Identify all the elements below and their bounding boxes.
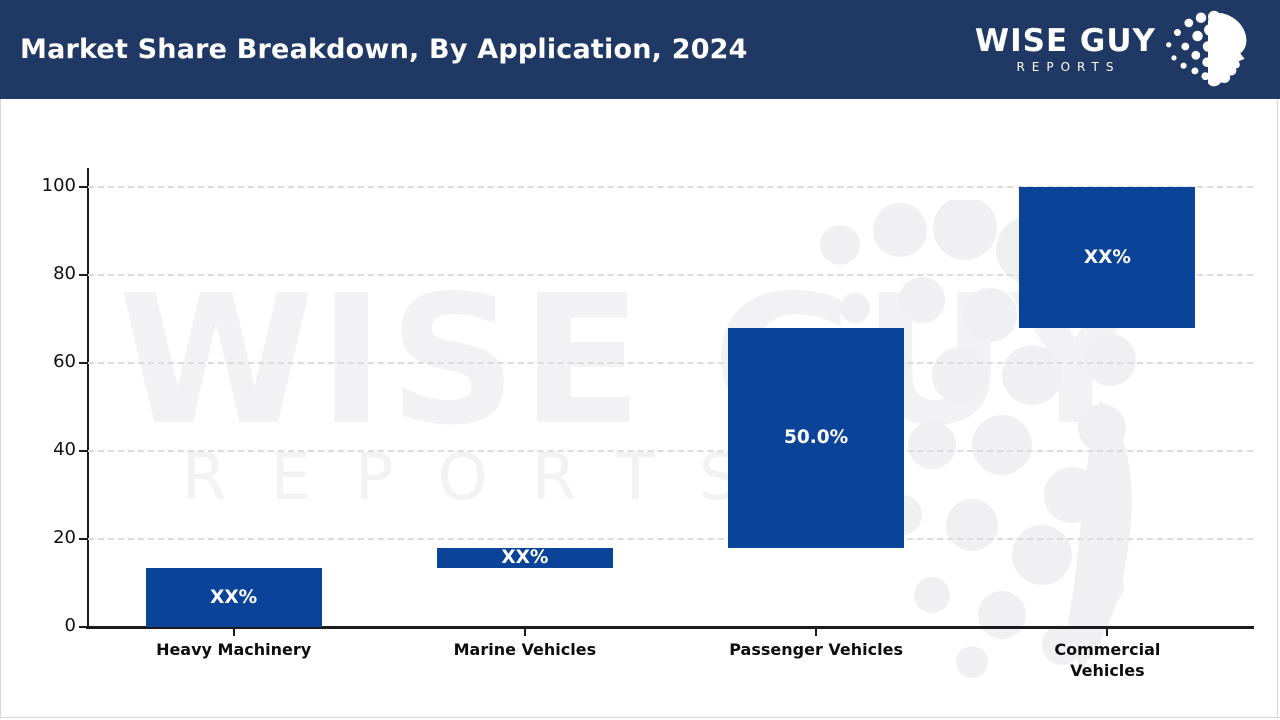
bar-value-label: XX%: [210, 586, 258, 608]
gridline-40: [88, 450, 1253, 452]
x-tick: [523, 629, 526, 636]
y-tick-100: [79, 186, 87, 188]
y-tick-60: [79, 362, 87, 364]
x-tick: [1106, 629, 1109, 636]
card-border-left: [0, 99, 1, 718]
x-category-label: Marine Vehicles: [453, 640, 597, 659]
gridline-100: [88, 186, 1253, 188]
x-category-label: Heavy Machinery: [156, 640, 312, 659]
y-tick-label-0: 0: [64, 615, 76, 636]
x-category-label: Commercial Vehicles: [1054, 640, 1161, 680]
bar-segment: XX%: [1019, 187, 1196, 328]
y-tick-label-100: 100: [41, 175, 76, 196]
bar-value-label: XX%: [1083, 246, 1131, 268]
wiseguy-head-icon: [1166, 10, 1247, 86]
y-tick-40: [79, 450, 87, 452]
bar-value-label: 50.0%: [784, 427, 849, 449]
card-border-right: [1277, 99, 1278, 718]
gridline-80: [88, 274, 1253, 276]
page-title: Market Share Breakdown, By Application, …: [20, 34, 748, 65]
bar-value-label: XX%: [501, 547, 549, 569]
gridline-60: [88, 362, 1253, 364]
bar-segment: XX%: [145, 567, 322, 627]
wiseguy-logo-wordmark: WISE GUY: [974, 23, 1156, 59]
x-category-label: Passenger Vehicles: [729, 640, 903, 659]
y-tick-0: [79, 626, 87, 628]
y-tick-80: [79, 274, 87, 276]
y-tick-label-20: 20: [53, 527, 76, 548]
y-tick-label-40: 40: [53, 439, 76, 460]
x-axis-spine: [86, 626, 1254, 629]
wiseguy-logo-text: WISE GUY REPORTS: [974, 23, 1156, 74]
wiseguy-logo-subtitle: REPORTS: [1016, 60, 1121, 74]
y-tick-label-80: 80: [53, 263, 76, 284]
wiseguy-logo: WISE GUY REPORTS: [975, 7, 1256, 93]
bar-segment: 50.0%: [728, 327, 905, 548]
header-bar: Market Share Breakdown, By Application, …: [0, 0, 1280, 99]
x-tick: [815, 629, 818, 636]
bar-segment: XX%: [436, 547, 613, 569]
card-border-bottom: [0, 717, 1280, 718]
y-axis-spine: [87, 168, 89, 629]
gridline-20: [88, 538, 1253, 540]
y-tick-20: [79, 538, 87, 540]
y-tick-label-60: 60: [53, 351, 76, 372]
x-tick: [232, 629, 235, 636]
